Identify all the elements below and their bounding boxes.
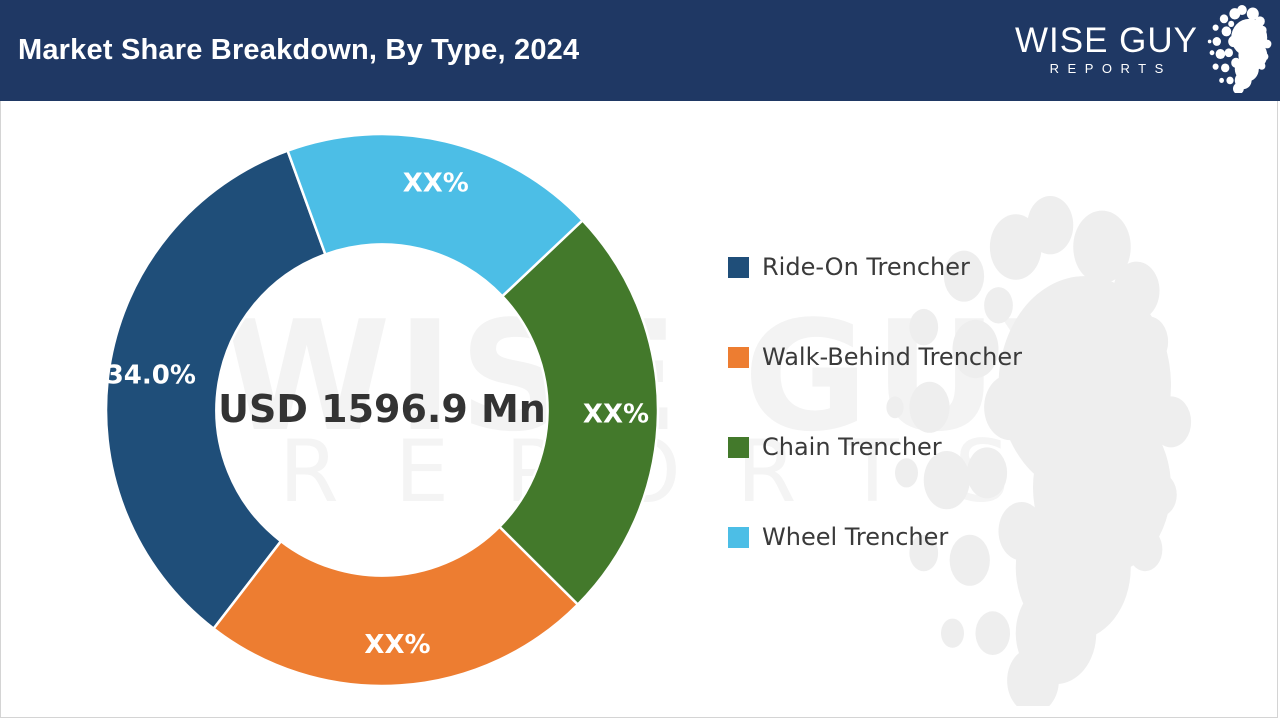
donut-slice-chain-trencher <box>498 219 660 606</box>
slice-percent-label: XX% <box>364 630 430 660</box>
legend-label: Ride-On Trencher <box>762 253 970 281</box>
brand-wordmark: WISE GUY REPORTS <box>1014 20 1198 77</box>
legend-item: Walk-Behind Trencher <box>728 343 1022 371</box>
legend-swatch <box>728 256 749 278</box>
legend-swatch <box>728 526 749 548</box>
chart-legend: Ride-On Trencher Walk-Behind Trencher Chai… <box>728 253 1022 613</box>
brand-name: WISE GUY <box>1014 20 1198 60</box>
page-title: Market Share Breakdown, By Type, 2024 <box>18 34 580 66</box>
legend-swatch <box>728 436 749 458</box>
legend-label: Chain Trencher <box>762 433 942 461</box>
chart-center-value: USD 1596.9 Mn <box>218 387 546 431</box>
donut-slice-walk-behind-trencher <box>212 525 580 688</box>
brand-logo: WISE GUY REPORTS <box>1015 5 1272 93</box>
donut-chart: 34.0% XX% XX% XX% <box>104 132 660 688</box>
donut-slice-wheel-trencher <box>286 132 584 298</box>
legend-item: Chain Trencher <box>728 433 1022 461</box>
header-bar: Market Share Breakdown, By Type, 2024 WI… <box>0 0 1280 101</box>
slice-percent-label: XX% <box>583 399 649 429</box>
slice-percent-label: XX% <box>403 169 469 199</box>
brand-head-icon <box>1207 5 1272 93</box>
legend-label: Walk-Behind Trencher <box>762 343 1022 371</box>
legend-item: Ride-On Trencher <box>728 253 1022 281</box>
slice-percent-label: 34.0% <box>106 361 196 391</box>
legend-label: Wheel Trencher <box>762 523 949 551</box>
brand-subtitle: REPORTS <box>1049 61 1172 77</box>
donut-slice-ride-on-trencher <box>104 149 327 630</box>
legend-item: Wheel Trencher <box>728 523 1022 551</box>
chart-area: WISE GUY REPORTS 34.0% XX% XX% XX% USD 1596… <box>0 101 1278 718</box>
legend-swatch <box>728 346 749 368</box>
